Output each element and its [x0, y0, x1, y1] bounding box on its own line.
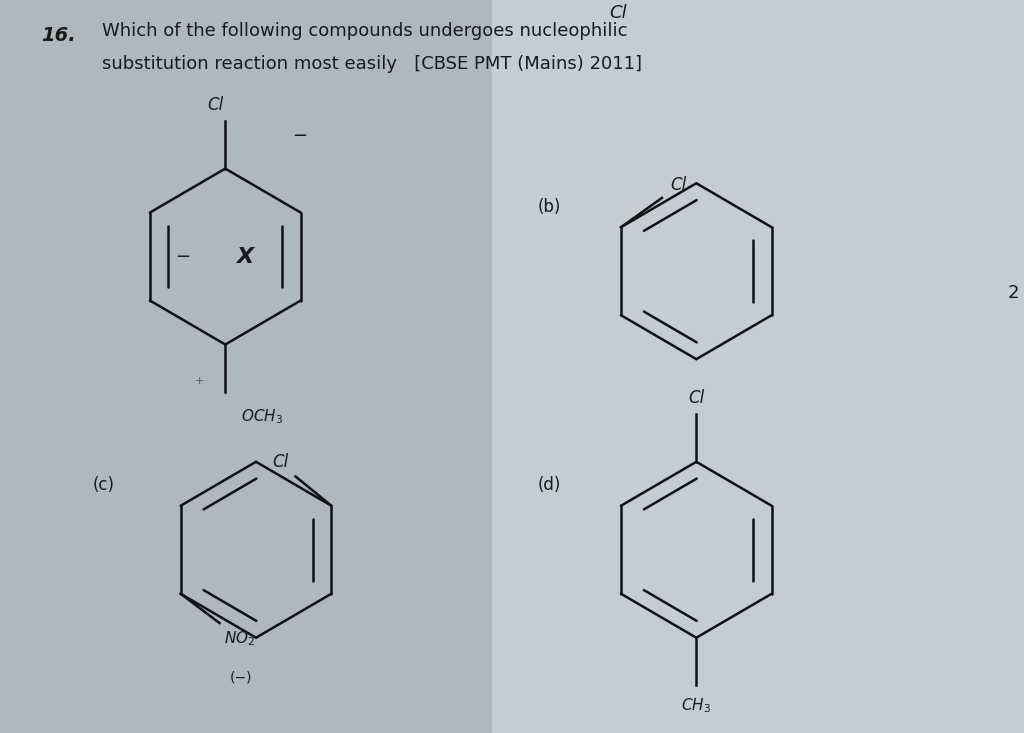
Text: $OCH_3$: $OCH_3$ [241, 407, 283, 426]
Bar [492, 0, 1024, 733]
Text: X: X [236, 246, 253, 267]
Text: −: − [175, 248, 190, 265]
Text: 2: 2 [1008, 284, 1019, 302]
Text: Cl: Cl [272, 452, 289, 471]
Text: (c): (c) [92, 476, 114, 495]
Text: Which of the following compounds undergoes nucleophilic: Which of the following compounds undergo… [102, 22, 628, 40]
Text: 16.: 16. [41, 26, 76, 45]
Text: $NO_2$: $NO_2$ [223, 629, 255, 648]
Text: −: − [292, 127, 307, 144]
Text: Cl: Cl [609, 4, 627, 22]
Text: (−): (−) [229, 671, 252, 685]
Text: $CH_3$: $CH_3$ [681, 696, 712, 715]
Text: (b): (b) [538, 198, 561, 216]
Text: Cl: Cl [670, 176, 686, 194]
Text: Cl: Cl [688, 388, 705, 407]
Text: Cl: Cl [207, 95, 223, 114]
Text: substitution reaction most easily   [CBSE PMT (Mains) 2011]: substitution reaction most easily [CBSE … [102, 55, 642, 73]
Text: (d): (d) [538, 476, 561, 495]
Text: +: + [195, 376, 205, 386]
